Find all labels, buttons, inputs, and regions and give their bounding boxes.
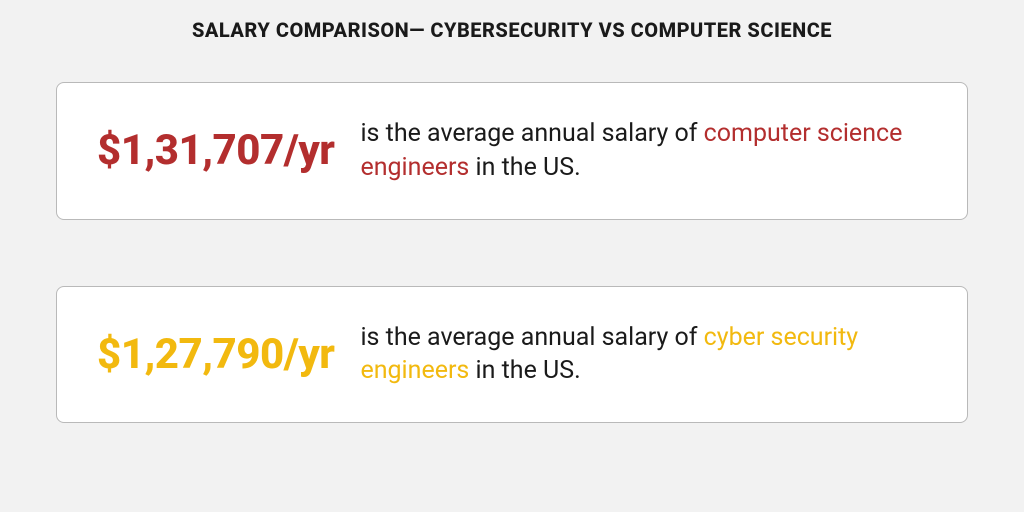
desc-prefix: is the average annual salary of	[360, 119, 703, 148]
desc-suffix: in the US.	[469, 153, 580, 182]
salary-value: $1,31,707/yr	[97, 126, 334, 175]
salary-card-cs: $1,31,707/yr is the average annual salar…	[56, 82, 968, 220]
salary-value: $1,27,790/yr	[97, 330, 334, 379]
desc-prefix: is the average annual salary of	[360, 323, 703, 352]
page-title: SALARY COMPARISON— CYBERSECURITY VS COMP…	[56, 18, 968, 42]
salary-card-cyber: $1,27,790/yr is the average annual salar…	[56, 286, 968, 424]
salary-description: is the average annual salary of computer…	[360, 117, 935, 185]
desc-suffix: in the US.	[469, 356, 580, 385]
salary-description: is the average annual salary of cyber se…	[360, 321, 935, 389]
